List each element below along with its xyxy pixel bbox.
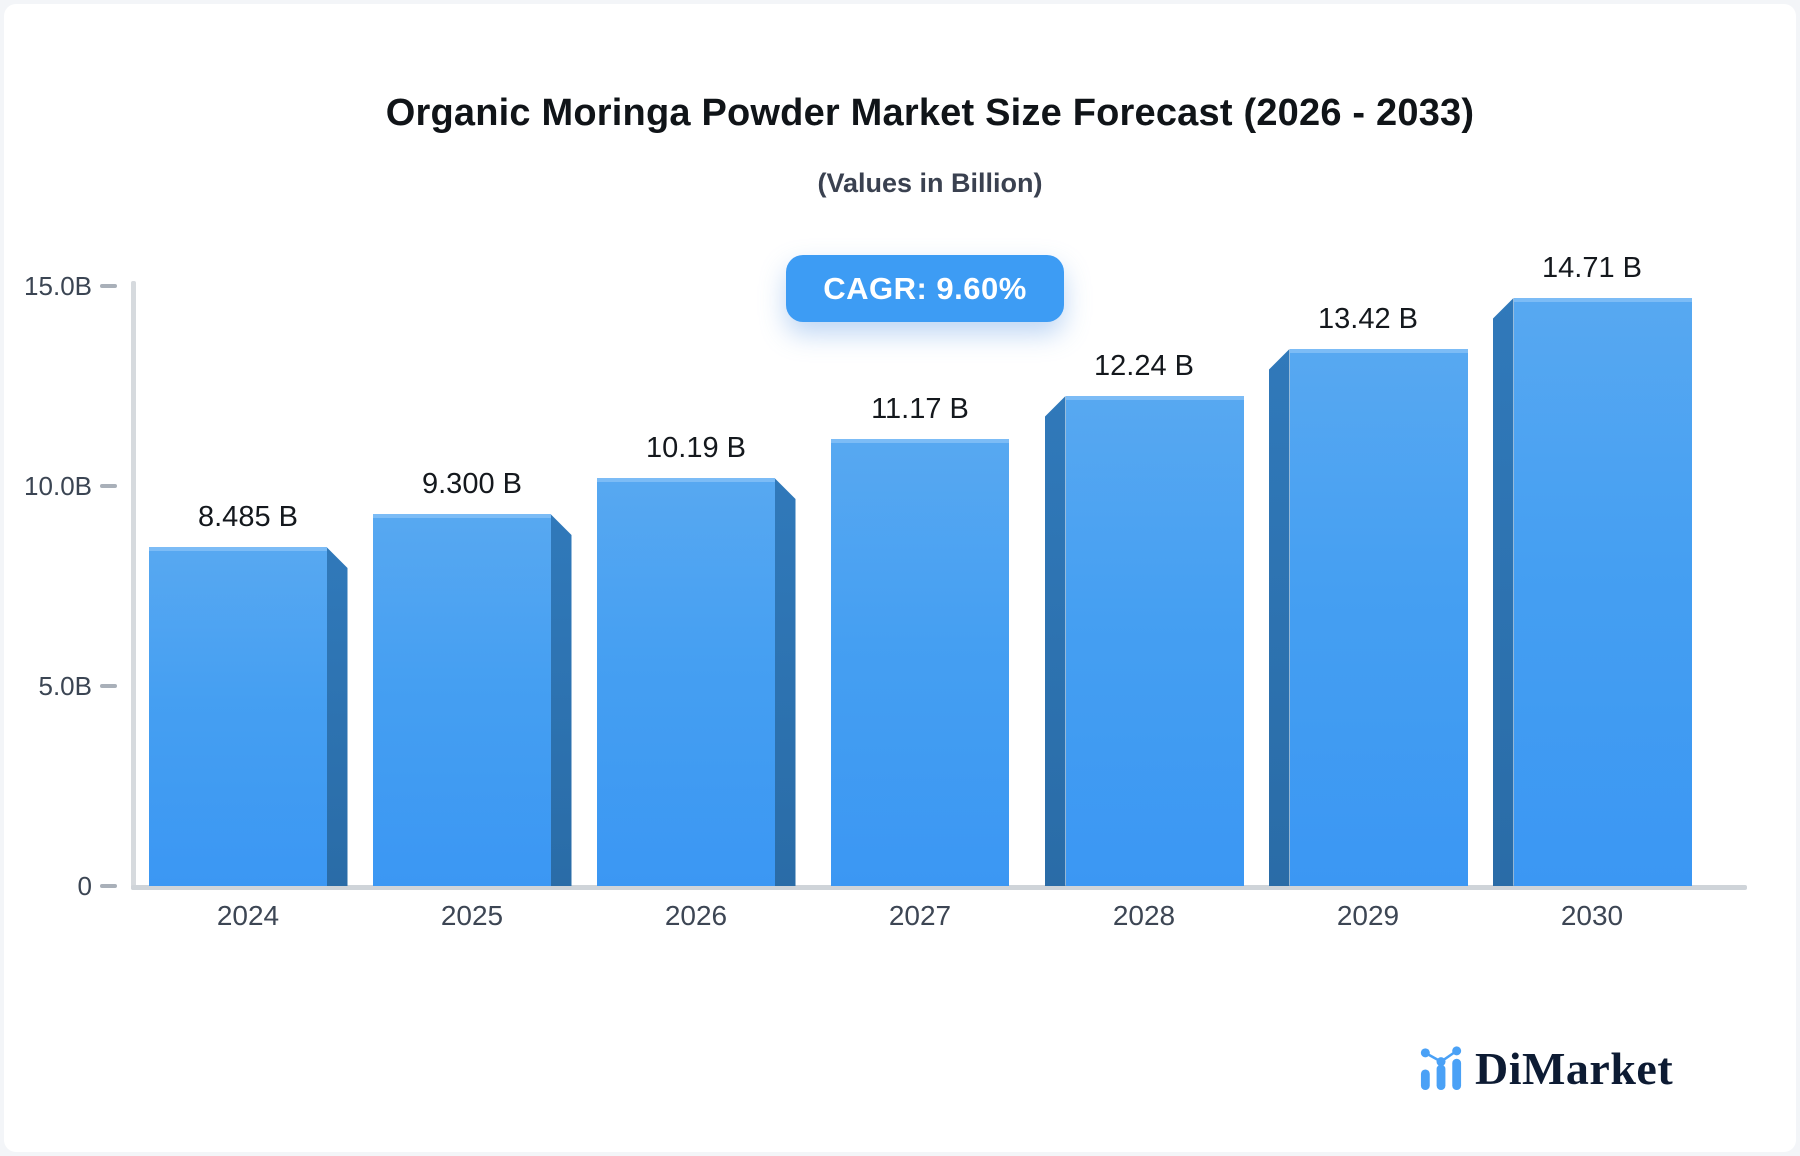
bar-3d-side: [550, 514, 572, 886]
bar-2026: [596, 478, 796, 886]
y-tick-label: 5.0B: [38, 671, 93, 701]
bar-3d-side: [1044, 396, 1066, 886]
x-axis-label: 2029: [1336, 900, 1400, 931]
brand-name: DiMarket: [1475, 1042, 1674, 1094]
y-tick-mark: [100, 684, 117, 688]
x-axis-label: 2028: [1112, 900, 1176, 931]
bar-face: [148, 547, 327, 886]
y-tick-mark: [100, 284, 117, 288]
bar-2030: [1492, 298, 1692, 886]
bar-face: [831, 439, 1009, 886]
bar-2029: [1268, 349, 1468, 886]
cagr-badge: CAGR: 9.60%: [786, 255, 1064, 322]
chart-subtitle: (Values in Billion): [817, 168, 1043, 198]
bar-face: [596, 478, 775, 886]
bar-value-label: 11.17 B: [871, 393, 969, 425]
chart-title: Organic Moringa Powder Market Size Forec…: [385, 92, 1475, 134]
x-axis-label: 2026: [664, 900, 728, 931]
x-axis-label: 2030: [1560, 900, 1624, 931]
bar-value-label: 10.19 B: [646, 432, 746, 464]
y-tick-label: 10.0B: [24, 471, 92, 501]
x-axis-label: 2027: [888, 900, 952, 931]
y-tick-mark: [100, 884, 117, 888]
y-tick-mark: [100, 484, 117, 488]
bar-3d-side: [1492, 298, 1514, 886]
bar-3d-side: [1268, 349, 1290, 886]
bar-2028: [1044, 396, 1244, 886]
bar-face: [1513, 298, 1692, 886]
brand-logo: DiMarket: [1418, 1038, 1673, 1098]
bar-value-label: 9.300 B: [422, 468, 522, 500]
y-tick-label: 15.0B: [24, 271, 92, 301]
x-axis-baseline: [131, 885, 1747, 890]
dimarket-logo-icon: [1420, 1045, 1462, 1090]
bar-face: [1289, 349, 1468, 886]
y-tick-label: 0: [77, 871, 92, 901]
bar-3d-side: [774, 478, 796, 886]
bar-3d-side: [326, 547, 348, 886]
y-axis-line: [131, 281, 136, 890]
x-axis-label: 2024: [216, 900, 280, 931]
bar-2024: [148, 547, 348, 886]
bar-2025: [372, 514, 572, 886]
bar-value-label: 12.24 B: [1094, 350, 1194, 382]
x-axis-label: 2025: [440, 900, 504, 931]
bar-value-label: 8.485 B: [198, 501, 298, 533]
cagr-badge-label: CAGR: 9.60%: [823, 270, 1027, 306]
bar-value-label: 13.42 B: [1318, 303, 1418, 335]
bar-value-label: 14.71 B: [1542, 252, 1642, 284]
bar-2027: [831, 439, 1009, 886]
bar-face: [1065, 396, 1244, 886]
bar-face: [372, 514, 551, 886]
